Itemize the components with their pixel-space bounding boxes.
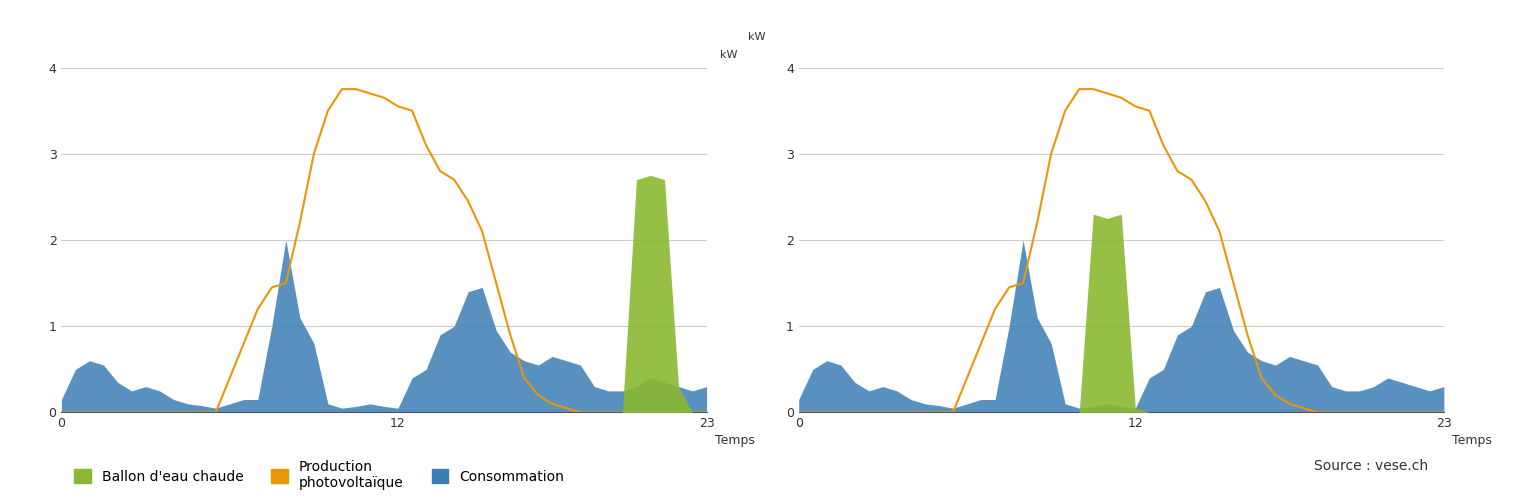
Text: kW: kW	[720, 50, 737, 60]
Text: Temps: Temps	[714, 434, 754, 447]
Text: Temps: Temps	[1452, 434, 1491, 447]
Text: Source : vese.ch: Source : vese.ch	[1315, 459, 1428, 473]
Text: kW: kW	[748, 32, 765, 42]
Legend: Ballon d'eau chaude, Production
photovoltaïque, Consommation: Ballon d'eau chaude, Production photovol…	[69, 455, 570, 496]
